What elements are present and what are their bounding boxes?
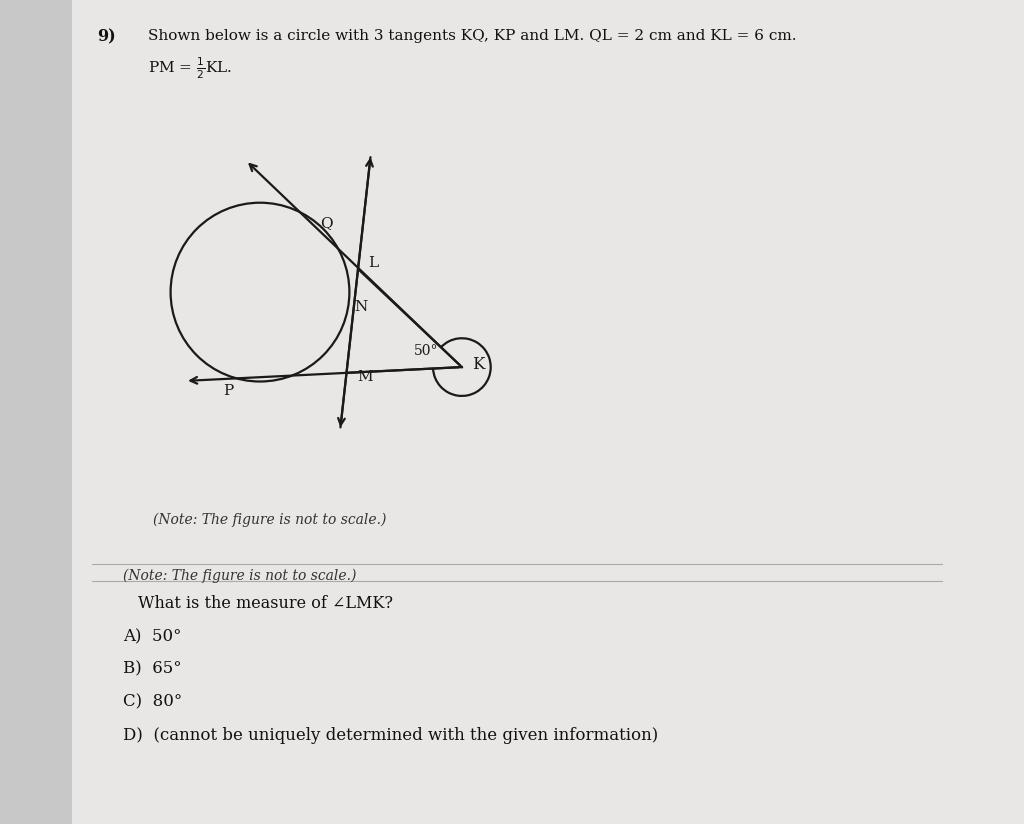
Text: 50°: 50° (414, 344, 438, 358)
Text: K: K (472, 356, 484, 372)
Text: N: N (354, 300, 368, 313)
Text: M: M (357, 371, 373, 385)
Text: B)  65°: B) 65° (123, 661, 181, 678)
Text: (Note: The figure is not to scale.): (Note: The figure is not to scale.) (154, 513, 387, 527)
Text: P: P (223, 385, 233, 398)
Text: D)  (cannot be uniquely determined with the given information): D) (cannot be uniquely determined with t… (123, 727, 658, 744)
Text: What is the measure of ∠LMK?: What is the measure of ∠LMK? (138, 595, 393, 612)
Text: Shown below is a circle with 3 tangents KQ, KP and LM. QL = 2 cm and KL = 6 cm.: Shown below is a circle with 3 tangents … (148, 29, 797, 43)
Text: L: L (369, 256, 379, 270)
Text: Q: Q (321, 216, 333, 230)
Text: 9): 9) (97, 29, 116, 46)
Text: C)  80°: C) 80° (123, 694, 182, 711)
Text: PM = $\frac{1}{2}$KL.: PM = $\frac{1}{2}$KL. (148, 55, 232, 81)
Text: A)  50°: A) 50° (123, 628, 181, 645)
Text: (Note: The figure is not to scale.): (Note: The figure is not to scale.) (123, 569, 356, 583)
